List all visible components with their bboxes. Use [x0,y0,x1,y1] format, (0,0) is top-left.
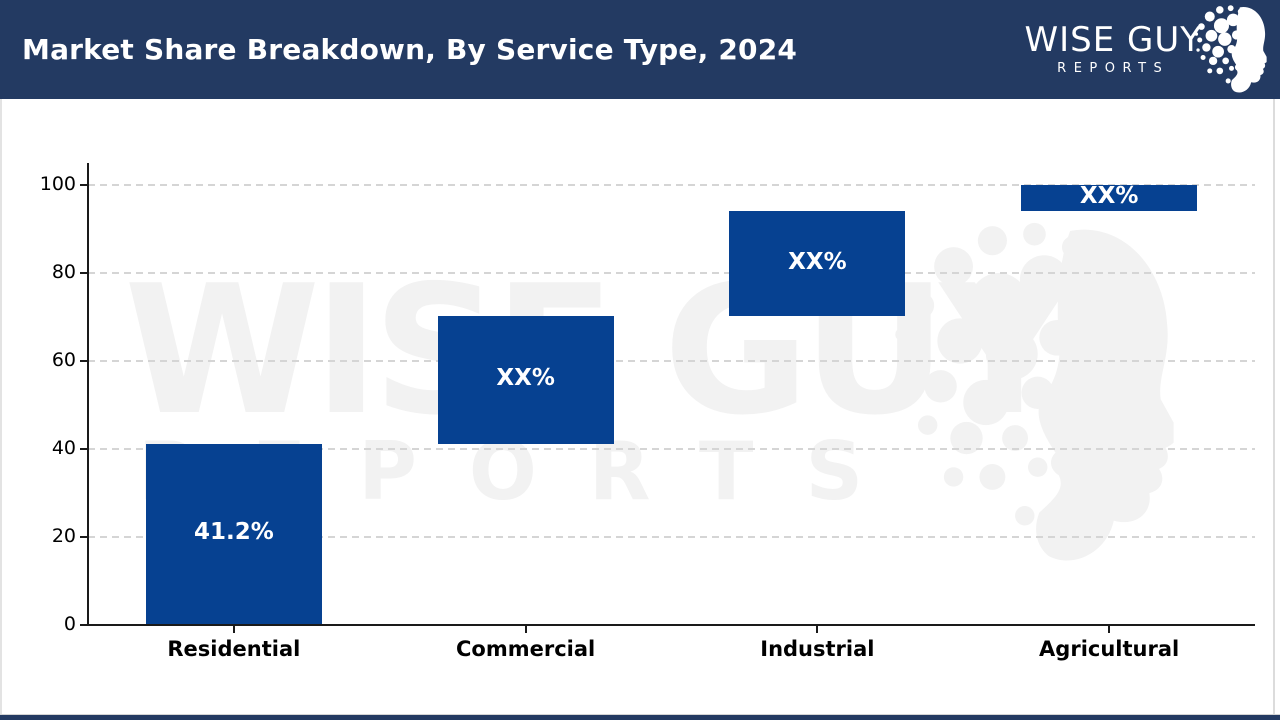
x-axis-label-industrial: Industrial [760,637,875,661]
y-tick-label-0: 0 [63,613,76,635]
y-tick-20 [80,536,87,538]
y-tick-0 [80,624,87,626]
x-tick-commercial [524,626,527,633]
gridline-20 [88,536,1255,538]
gridline-80 [88,272,1255,274]
x-axis-label-commercial: Commercial [456,637,596,661]
bar-industrial [729,211,906,316]
y-tick-label-20: 20 [51,525,76,547]
x-axis-label-residential: Residential [167,637,301,661]
bar-label-agricultural: XX% [1079,183,1139,210]
right-frame-line [1273,99,1275,716]
footer-bar [0,714,1280,720]
y-tick-label-60: 60 [51,349,76,371]
y-tick-80 [80,272,87,274]
y-tick-label-40: 40 [51,437,76,459]
x-tick-residential [232,626,235,633]
logo-text: WISE GUY REPORTS [1024,20,1202,76]
y-axis-spine [87,163,89,626]
y-tick-60 [80,360,87,362]
page-title: Market Share Breakdown, By Service Type,… [22,33,798,66]
bar-residential [145,443,322,625]
logo-wiseguy-text: WISE GUY [1024,20,1202,61]
x-tick-industrial [816,626,819,633]
gridline-60 [88,360,1255,362]
bar-commercial [437,315,614,444]
gridline-100 [88,184,1255,186]
logo: WISE GUY REPORTS [1024,4,1270,96]
x-axis-spine [87,624,1255,626]
y-tick-40 [80,448,87,450]
bar-agricultural [1021,185,1198,212]
bar-label-industrial: XX% [788,248,847,275]
y-tick-label-80: 80 [51,261,76,283]
x-tick-agricultural [1108,626,1111,633]
bar-label-commercial: XX% [496,364,555,391]
logo-reports-text: REPORTS [1057,60,1170,76]
left-frame-line [0,99,2,716]
y-tick-100 [80,184,87,186]
gridline-40 [88,448,1255,450]
x-axis-label-agricultural: Agricultural [1039,637,1180,661]
y-tick-label-100: 100 [39,173,76,195]
bar-label-residential: 41.2% [193,519,274,546]
header: Market Share Breakdown, By Service Type,… [0,0,1280,99]
